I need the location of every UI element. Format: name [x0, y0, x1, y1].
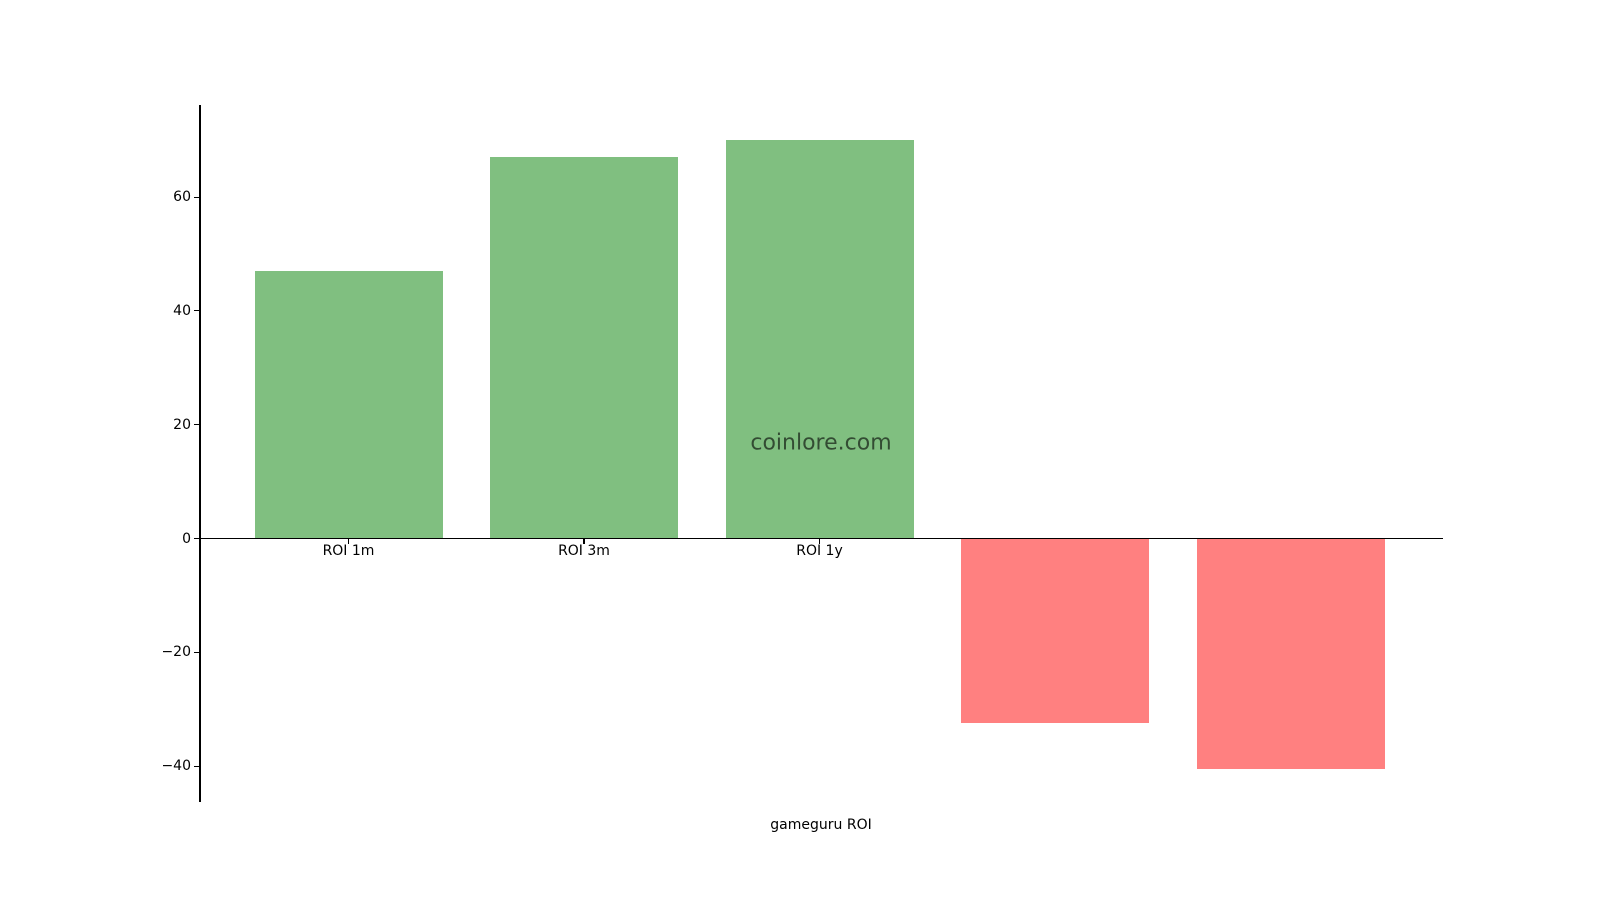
bar-roi-1y	[725, 140, 914, 539]
y-tick-label: 60	[173, 189, 191, 206]
x-tick-label: ROI 1y	[796, 543, 843, 559]
x-tick-label: ROI 3m	[558, 543, 610, 559]
y-tick-label: −20	[161, 644, 191, 661]
y-tick-label: 40	[173, 302, 191, 319]
y-tick-label: 20	[173, 416, 191, 433]
y-tick-label: −40	[161, 758, 191, 775]
watermark: coinlore.com	[750, 430, 892, 456]
x-tick-label: ROI 1m	[322, 543, 375, 559]
y-tick	[194, 651, 200, 653]
y-tick	[194, 765, 200, 767]
x-tick	[583, 539, 585, 545]
y-tick	[194, 537, 200, 540]
bar-roi-1m	[254, 271, 443, 539]
bar-unlabeled-4	[1196, 538, 1385, 769]
x-axis-line	[200, 537, 1443, 540]
y-tick-label: 0	[182, 530, 191, 547]
y-tick	[194, 310, 200, 312]
y-tick	[194, 424, 200, 426]
y-axis-line	[199, 105, 201, 802]
x-axis-title: gameguru ROI	[770, 817, 872, 833]
y-tick	[194, 196, 200, 198]
x-tick	[818, 539, 821, 545]
x-tick	[347, 539, 350, 545]
bar-roi-3m	[490, 157, 678, 539]
bar-unlabeled-3	[961, 538, 1149, 724]
